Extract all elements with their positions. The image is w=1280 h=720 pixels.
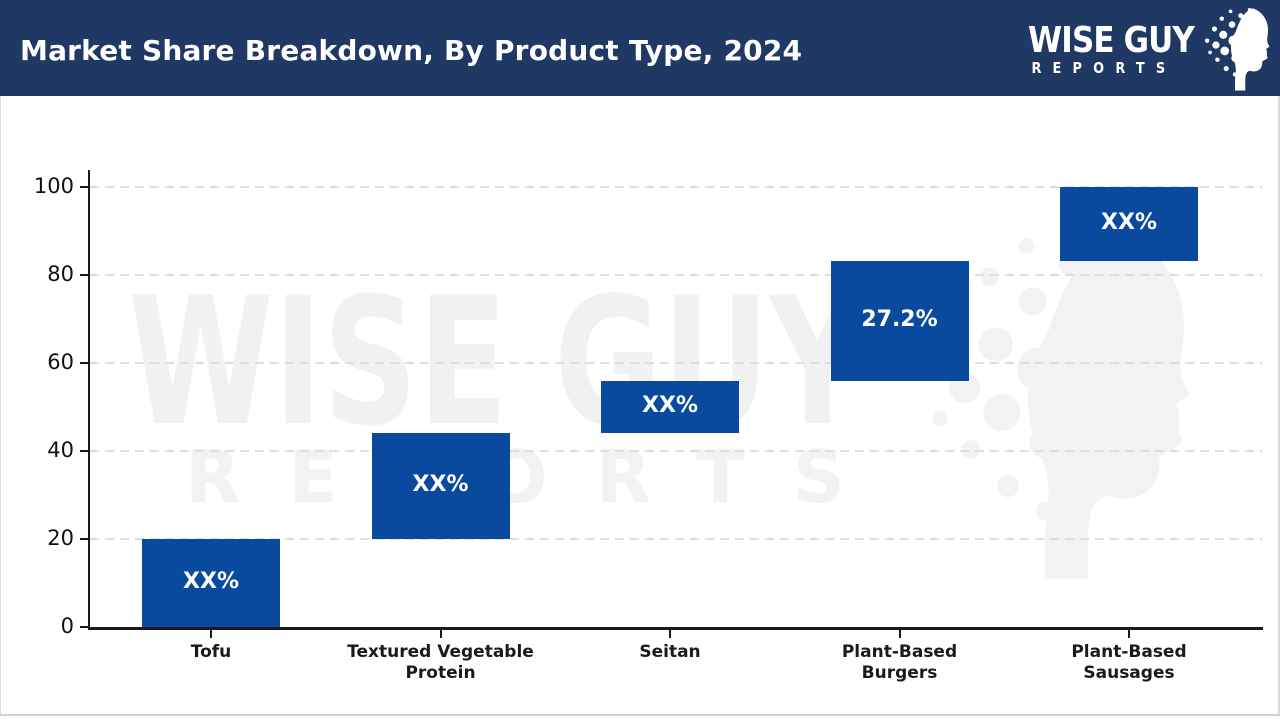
waterfall-bar [142, 539, 280, 627]
category-label-line: Protein [405, 663, 476, 683]
logo-text: WISE GUY REPORTS [1028, 20, 1195, 77]
y-axis-tick [80, 274, 88, 276]
page-edge-bottom [0, 714, 1280, 716]
category-label-line: Plant-Based [841, 642, 958, 662]
logo-subtitle: REPORTS [1031, 59, 1177, 77]
wise-guy-logo: WISE GUY REPORTS [1022, 0, 1272, 96]
waterfall-bar [601, 380, 739, 434]
y-axis-tick [80, 362, 88, 364]
page-edge-right [1278, 96, 1280, 716]
bar-value-label: XX% [412, 472, 469, 498]
category-label: Plant-Based Burgers [785, 642, 1015, 684]
category-label-line: Tofu [190, 642, 232, 662]
x-axis-tick [210, 630, 212, 638]
x-axis-tick [898, 630, 901, 638]
bar-value-label: XX% [642, 393, 698, 418]
waterfall-bar [830, 260, 969, 381]
x-axis-tick [1128, 630, 1130, 638]
category-label-line: Seitan [639, 642, 701, 662]
y-axis-tick [80, 186, 88, 188]
category-label-line: Textured Vegetable [347, 642, 534, 662]
category-label: Plant-Based Sausages [1014, 642, 1244, 684]
y-axis-tick [80, 538, 88, 540]
y-tick-label: 80 [47, 262, 74, 286]
category-label-line: Plant-Based [1071, 642, 1187, 662]
y-tick-label: 20 [47, 526, 74, 550]
page-title: Market Share Breakdown, By Product Type,… [20, 34, 803, 67]
logo-face-icon [1198, 4, 1272, 92]
x-axis-tick [439, 630, 442, 638]
category-label: Seitan [555, 642, 785, 663]
y-tick-label: 60 [47, 350, 74, 374]
waterfall-chart: 0 20 40 60 80 100 XX% XX% XX% 27.2% XX% Tofu Texture… [0, 96, 1280, 720]
logo-wordmark: WISE GUY [1028, 20, 1195, 61]
y-axis-line [88, 170, 90, 629]
bar-value-label: XX% [183, 569, 239, 594]
page-edge-left [0, 96, 1, 716]
category-label: Textured Vegetable Protein [326, 642, 556, 684]
bar-value-label: 27.2% [861, 306, 938, 332]
gridline [90, 538, 1262, 540]
watermark-subtitle: REPORTS [185, 435, 893, 519]
y-tick-label: 100 [33, 174, 74, 198]
category-label-line: Sausages [1083, 663, 1175, 683]
category-label: Tofu [96, 642, 326, 663]
y-axis-tick [80, 450, 88, 452]
y-tick-label: 0 [60, 614, 74, 638]
waterfall-bar [1060, 187, 1198, 261]
category-label-line: Burgers [861, 663, 938, 683]
waterfall-bar [371, 433, 510, 539]
gridline [90, 274, 1262, 276]
x-axis-line [88, 627, 1263, 630]
gridline [90, 450, 1262, 452]
y-tick-label: 40 [47, 438, 74, 462]
x-axis-tick [669, 630, 671, 638]
gridline [90, 362, 1262, 364]
bar-value-label: XX% [1101, 209, 1157, 235]
gridline [90, 186, 1262, 188]
y-axis-tick [80, 626, 88, 628]
header-bar: Market Share Breakdown, By Product Type,… [0, 0, 1280, 96]
